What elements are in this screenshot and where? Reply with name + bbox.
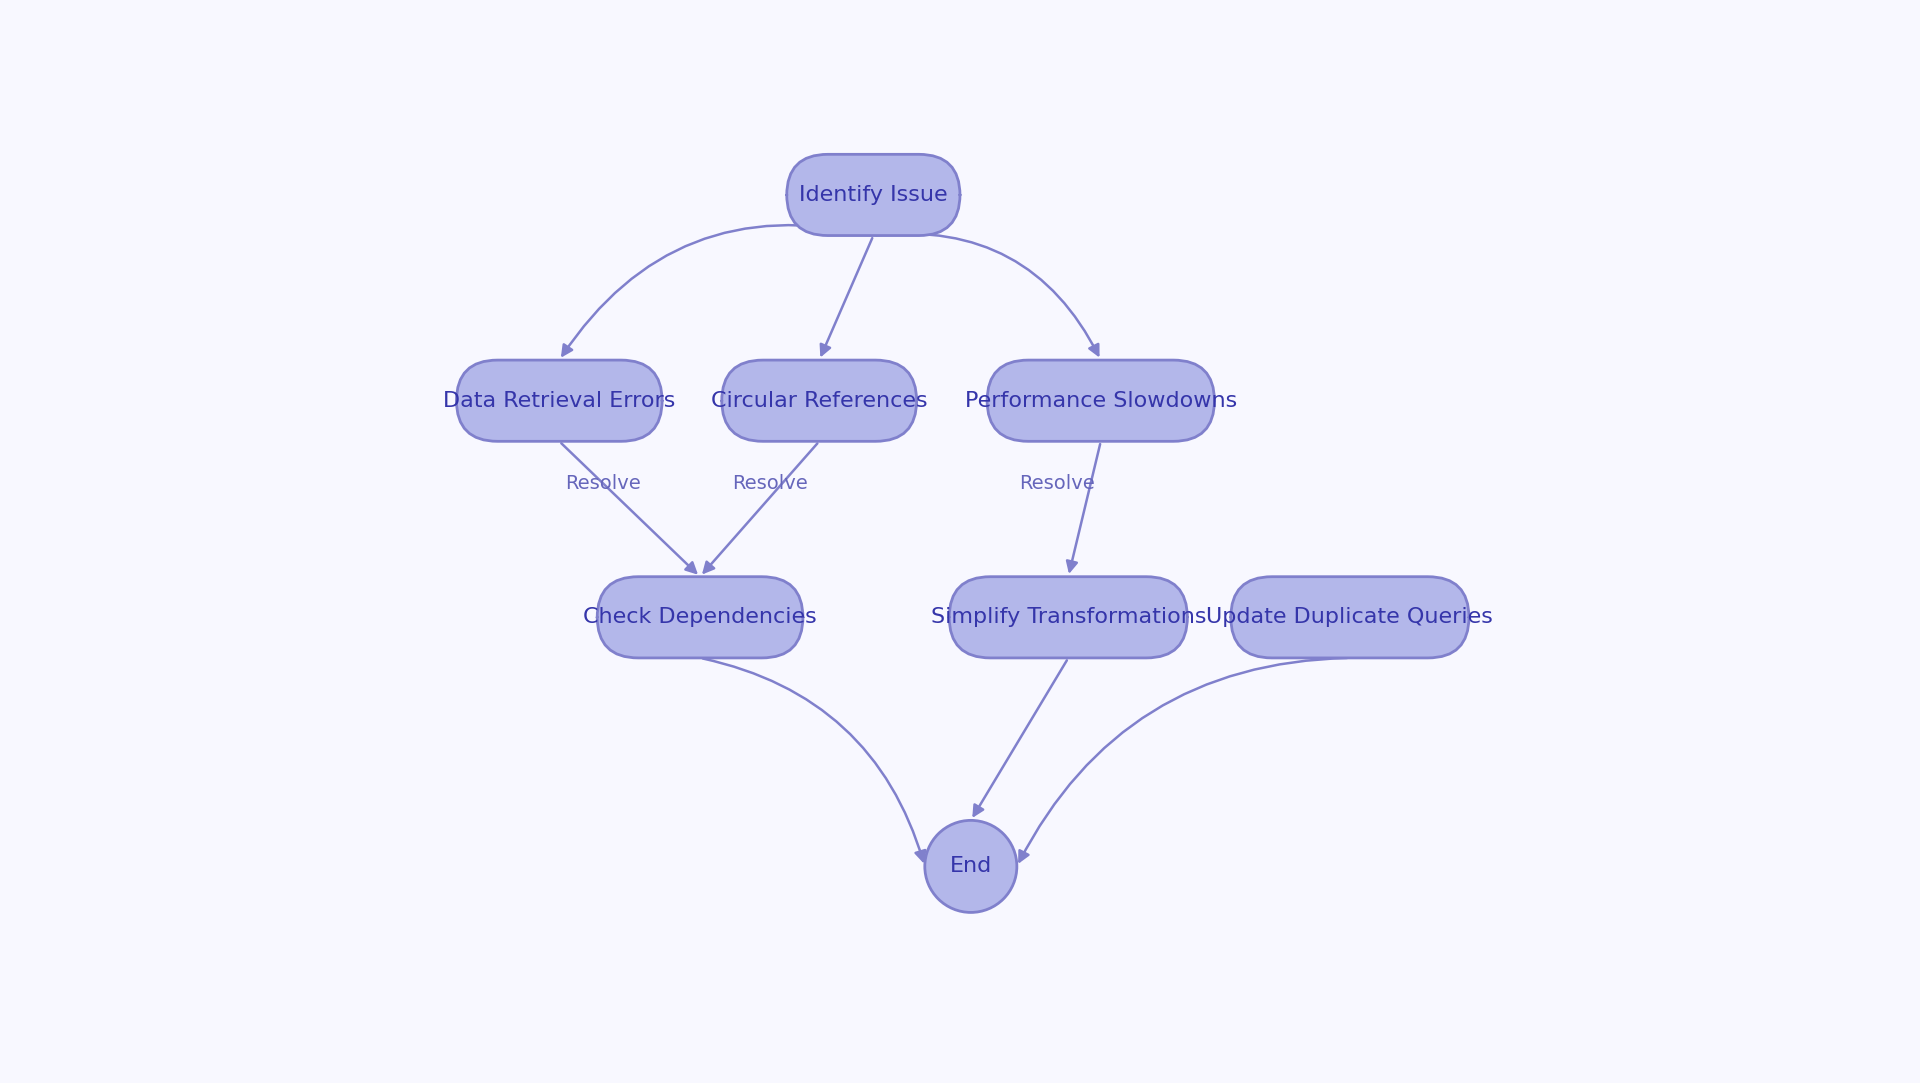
FancyBboxPatch shape xyxy=(597,576,803,657)
Text: Resolve: Resolve xyxy=(564,473,641,493)
FancyBboxPatch shape xyxy=(948,576,1187,657)
FancyBboxPatch shape xyxy=(787,155,960,236)
Text: Check Dependencies: Check Dependencies xyxy=(584,608,816,627)
Text: Update Duplicate Queries: Update Duplicate Queries xyxy=(1206,608,1494,627)
FancyBboxPatch shape xyxy=(987,360,1215,442)
Text: Resolve: Resolve xyxy=(1020,473,1094,493)
Text: Data Retrieval Errors: Data Retrieval Errors xyxy=(444,391,676,410)
Text: End: End xyxy=(950,857,993,876)
Text: Resolve: Resolve xyxy=(733,473,808,493)
Text: Identify Issue: Identify Issue xyxy=(799,185,948,205)
Ellipse shape xyxy=(925,821,1018,912)
Text: Circular References: Circular References xyxy=(710,391,927,410)
Text: Simplify Transformations: Simplify Transformations xyxy=(931,608,1206,627)
Text: Performance Slowdowns: Performance Slowdowns xyxy=(964,391,1236,410)
FancyBboxPatch shape xyxy=(457,360,662,442)
FancyBboxPatch shape xyxy=(1231,576,1469,657)
FancyBboxPatch shape xyxy=(722,360,916,442)
